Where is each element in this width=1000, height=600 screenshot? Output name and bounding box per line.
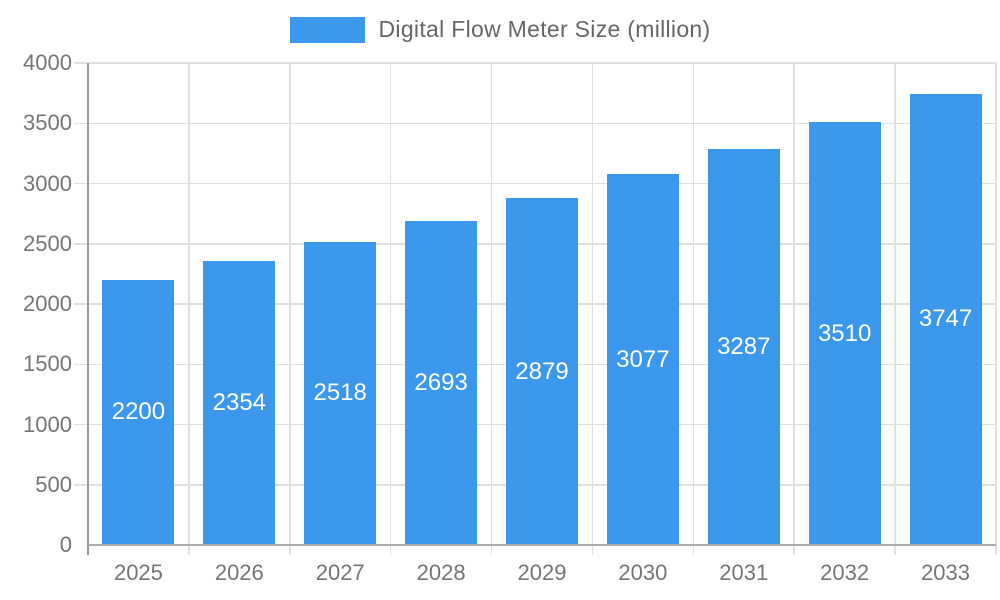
bar-2026[interactable]: 2354 [203,261,276,545]
gridline-vertical [793,63,795,555]
y-axis-tick-label: 1000 [23,411,72,437]
bar-value-label: 2200 [111,398,166,426]
bar-value-label: 3287 [717,332,771,360]
gridline-vertical [490,63,493,555]
gridline-vertical [389,63,392,555]
bar-value-label: 3077 [616,345,670,373]
plot-area: 0 500 1000 1500 2000 2500 3000 3500 4000 2200 2025… [23,50,997,585]
legend: Digital Flow Meter Size (million) [0,16,1000,43]
bar-2033[interactable]: 3747 [909,93,982,545]
y-axis-tick-label: 3500 [23,110,72,136]
bar-2029[interactable]: 2879 [506,198,578,545]
gridline-vertical [188,63,190,555]
x-axis-tick-label: 2027 [315,560,365,585]
bar-value-label: 3510 [817,319,872,347]
x-axis-tick-label: 2026 [214,560,264,585]
legend-label[interactable]: Digital Flow Meter Size (million) [378,16,711,42]
gridline-vertical [591,63,594,555]
gridline-vertical [995,63,997,555]
bar-2028[interactable]: 2693 [405,220,478,545]
y-axis-tick-label: 1500 [23,351,72,377]
x-axis-line [88,544,996,546]
y-axis-line [87,63,89,555]
y-axis-tick-label: 500 [35,471,72,497]
legend-swatch[interactable] [289,16,365,43]
bar-2027[interactable]: 2518 [304,241,377,545]
y-axis-tick-label: 0 [59,532,72,557]
y-axis-tick-label: 2000 [23,291,72,316]
x-axis-tick-label: 2032 [820,560,870,585]
bar-value-label: 2693 [414,368,468,396]
bar-value-label: 3747 [918,305,973,333]
bar-value-label: 2879 [515,357,569,385]
bar-value-label: 2354 [212,389,267,417]
gridline-vertical [692,63,695,555]
x-axis-tick-label: 2029 [517,560,567,585]
bar-2031[interactable]: 3287 [707,148,780,545]
gridline-horizontal [74,122,996,124]
gridline-horizontal [74,62,996,64]
x-axis-tick-label: 2025 [113,560,163,585]
bar-2032[interactable]: 3510 [808,122,881,545]
x-axis-tick-label: 2033 [921,560,971,585]
gridline-vertical [289,63,291,555]
y-axis-tick-label: 3000 [23,170,72,196]
gridline-horizontal [74,182,996,185]
gridline-vertical [894,63,896,555]
bar-2030[interactable]: 3077 [606,174,679,545]
x-axis-tick-label: 2028 [416,560,466,585]
y-axis-tick-label: 4000 [23,50,72,75]
x-axis-tick-label: 2030 [618,560,668,585]
bar-2025[interactable]: 2200 [102,279,175,545]
bar-value-label: 2518 [313,379,367,407]
y-axis-tick-label: 2500 [23,230,72,256]
x-axis-tick-label: 2031 [719,560,769,585]
